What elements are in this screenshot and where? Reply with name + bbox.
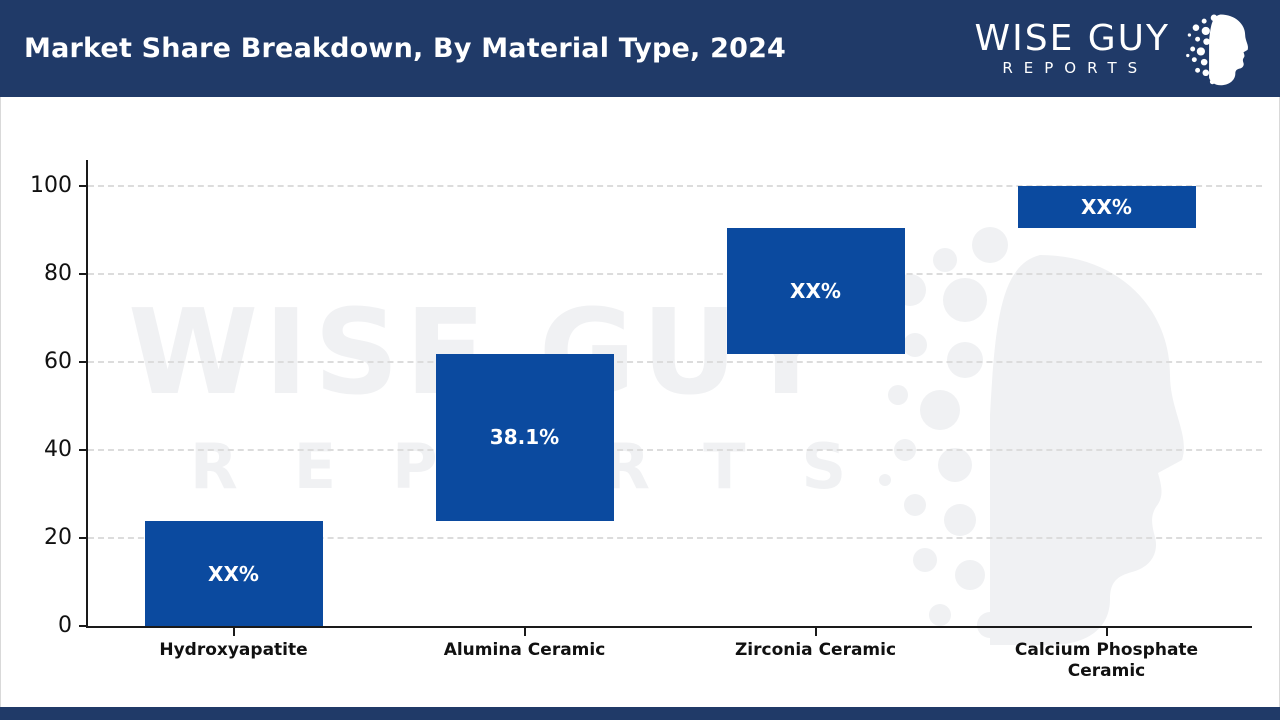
gridline-20 [88, 537, 1262, 539]
y-tick-label-40: 40 [44, 437, 72, 462]
y-tick-80 [79, 272, 86, 275]
y-tick-40 [79, 449, 86, 451]
gridline-100 [88, 184, 1262, 187]
y-tick-20 [79, 537, 86, 539]
y-tick-label-80: 80 [44, 260, 72, 286]
x-tick-label-2: Zirconia Ceramic [734, 640, 897, 660]
bar-alumina-ceramic: 38.1% [435, 353, 614, 522]
logo-reports-text: REPORTS [1002, 59, 1149, 77]
logo-wiseguy-text: WISE GUY [974, 18, 1170, 59]
y-axis-line [86, 160, 88, 628]
x-tick-0 [232, 628, 235, 636]
y-tick-100 [79, 184, 86, 187]
bar-value-label: XX% [208, 561, 259, 586]
x-tick-label-3: Calcium Phosphate Ceramic [1014, 640, 1199, 682]
bar-hydroxyapatite: XX% [144, 521, 323, 626]
gridline-80 [88, 272, 1262, 275]
header-bar: Market Share Breakdown, By Material Type… [0, 0, 1280, 97]
chart-title: Market Share Breakdown, By Material Type… [24, 33, 787, 64]
y-tick-label-20: 20 [44, 525, 72, 550]
y-tick-label-100: 100 [30, 172, 72, 198]
y-tick-0 [79, 625, 86, 627]
x-tick-label-0: Hydroxyapatite [159, 640, 308, 660]
bar-value-label: 38.1% [489, 425, 560, 450]
gridline-60 [88, 360, 1262, 363]
x-tick-1 [523, 628, 526, 636]
x-tick-2 [814, 628, 817, 636]
x-tick-3 [1105, 628, 1108, 636]
footer-bar [0, 707, 1280, 720]
wiseguy-logo: WISE GUY REPORTS [975, 8, 1257, 90]
x-tick-label-1: Alumina Ceramic [443, 640, 606, 660]
bar-value-label: XX% [790, 278, 841, 303]
plot-area: 0 20 40 60 80 100 XX% Hydroxyapatite 38.1% Alumin… [30, 160, 1262, 681]
y-tick-label-60: 60 [44, 348, 72, 374]
x-axis-line [86, 626, 1252, 628]
bar-value-label: XX% [1081, 194, 1132, 219]
y-tick-60 [79, 360, 86, 363]
logo-head-icon [1186, 14, 1249, 85]
bar-zirconia-ceramic: XX% [726, 227, 905, 354]
y-tick-label-0: 0 [58, 613, 72, 638]
bar-calcium-phosphate-ceramic: XX% [1017, 185, 1196, 228]
gridline-40 [88, 449, 1262, 451]
